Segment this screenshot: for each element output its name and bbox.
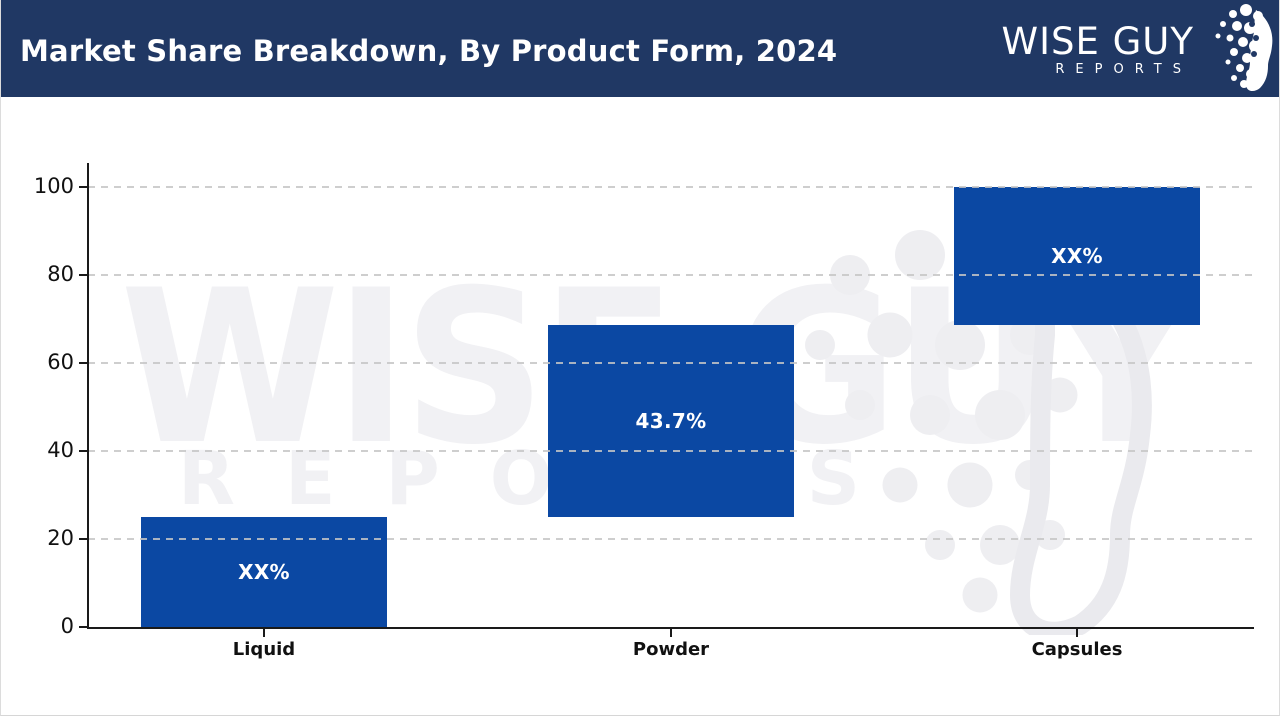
y-tick-20 [79,538,87,540]
bar-powder: 43.7% [548,324,794,517]
gridline-y60 [88,362,1253,364]
wise-guy-reports-logo: WISE GUY REPORTS [1002,0,1273,97]
y-tick-80 [79,274,87,276]
y-tick-40 [79,450,87,452]
bar-value-label: XX% [1051,243,1103,268]
header-band: Market Share Breakdown, By Product Form,… [0,0,1280,97]
y-tick-label: 0 [60,614,74,638]
y-tick-label: 80 [47,262,74,286]
chart-title: Market Share Breakdown, By Product Form,… [20,34,838,68]
y-tick-label: 60 [47,350,74,374]
y-tick-label: 40 [47,438,74,462]
y-tick-100 [79,186,87,188]
x-category-label: Liquid [232,639,296,660]
dotted-head-icon [1215,4,1273,92]
bar-liquid: XX% [141,517,387,627]
x-tick-powder [670,629,672,637]
gridline-y20 [88,538,1253,540]
logo-subtext: REPORTS [1055,62,1192,77]
gridline-y40 [88,450,1253,452]
bar-value-label: 43.7% [635,408,707,433]
gridline-y100 [88,186,1253,188]
y-tick-60 [79,362,87,364]
bar-value-label: XX% [238,560,290,584]
y-tick-label: 100 [33,174,74,198]
x-category-label: Capsules [1031,639,1123,660]
y-axis-line [87,163,89,629]
y-tick-label: 20 [47,526,74,550]
x-tick-liquid [263,629,265,637]
y-tick-0 [79,626,87,628]
gridline-y80 [88,274,1253,276]
x-axis-line [87,627,1254,629]
logo-wordmark: WISE GUY [1001,20,1194,63]
x-category-label: Powder [632,639,710,660]
bar-capsules: XX% [954,187,1200,325]
x-tick-capsules [1076,629,1078,637]
